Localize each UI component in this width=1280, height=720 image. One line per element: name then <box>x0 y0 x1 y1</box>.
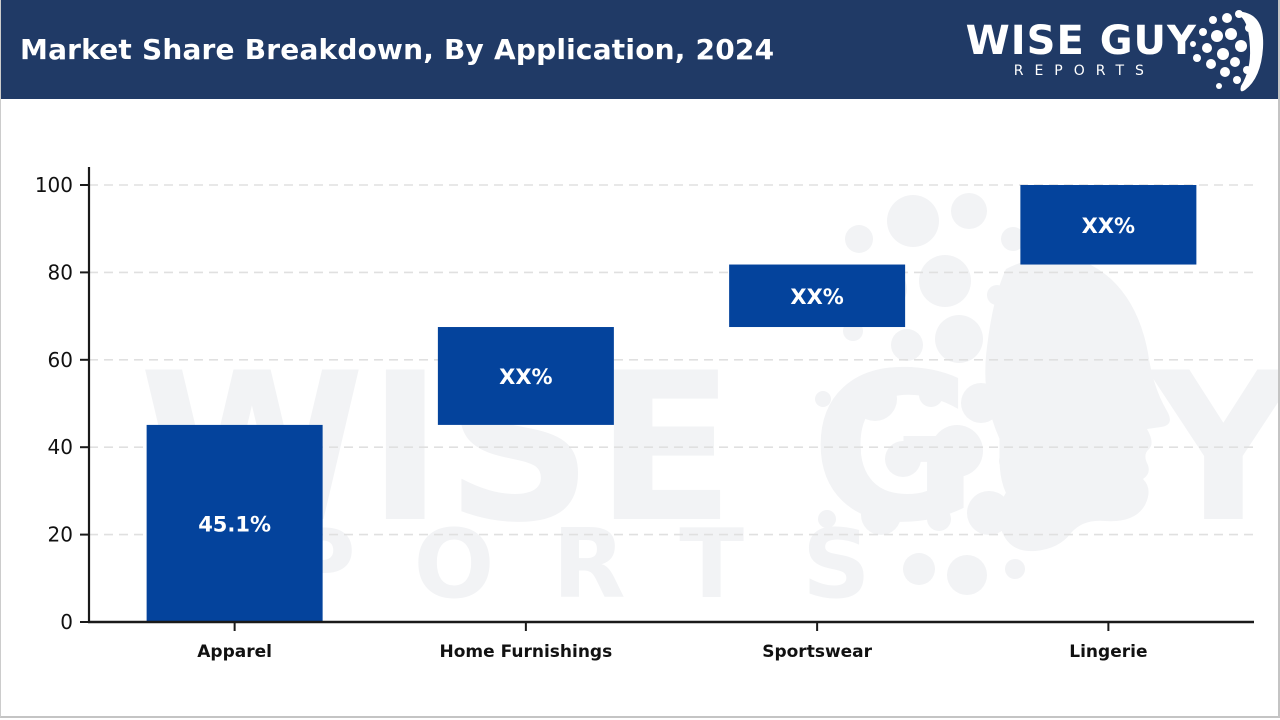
y-tick-label: 0 <box>60 610 73 634</box>
logo-face-dots-icon <box>1190 9 1264 91</box>
header-bar: Market Share Breakdown, By Application, … <box>1 0 1278 99</box>
bar-apparel <box>146 424 323 622</box>
chart-area: WISE GUY PORTS 45.1% XX% XX% XX% 0 20 40 60 <box>1 99 1278 716</box>
bar-label-apparel: 45.1% <box>198 512 271 536</box>
y-tick-label: 100 <box>35 173 73 197</box>
x-category-label: Apparel <box>197 642 272 662</box>
watermark: WISE GUY PORTS <box>139 193 1278 620</box>
y-tick-label: 60 <box>48 348 73 372</box>
bars: 45.1% XX% XX% XX% <box>146 185 1197 622</box>
wiseguy-logo: WISE GUY REPORTS <box>966 6 1267 94</box>
watermark-subtext: PORTS <box>286 510 929 620</box>
bar-label-sportswear: XX% <box>790 285 843 309</box>
y-tick-label: 80 <box>48 260 73 284</box>
bar-sportswear <box>729 264 906 328</box>
axes: 0 20 40 60 80 100 Apparel Home Furnishings Sport… <box>35 167 1254 662</box>
logo-wordmark-line2: REPORTS <box>1013 62 1155 79</box>
x-category-label: Lingerie <box>1069 642 1147 662</box>
y-tick-label: 40 <box>48 435 73 459</box>
waterfall-chart: WISE GUY PORTS 45.1% XX% XX% XX% 0 20 40 60 <box>35 167 1278 662</box>
chart-title: Market Share Breakdown, By Application, … <box>20 33 775 66</box>
x-category-label: Home Furnishings <box>440 642 613 662</box>
y-tick-label: 20 <box>48 523 73 547</box>
x-category-label: Sportswear <box>762 642 872 662</box>
bar-lingerie <box>1020 185 1197 265</box>
bar-label-home-furnishings: XX% <box>499 365 552 389</box>
bar-label-lingerie: XX% <box>1082 214 1135 238</box>
bar-home-furnishings <box>437 327 614 425</box>
logo-wordmark-line1: WISE GUY <box>965 17 1197 64</box>
logo-wordmark: WISE GUY REPORTS <box>966 21 1197 79</box>
watermark-face-dots-icon <box>809 193 1170 595</box>
